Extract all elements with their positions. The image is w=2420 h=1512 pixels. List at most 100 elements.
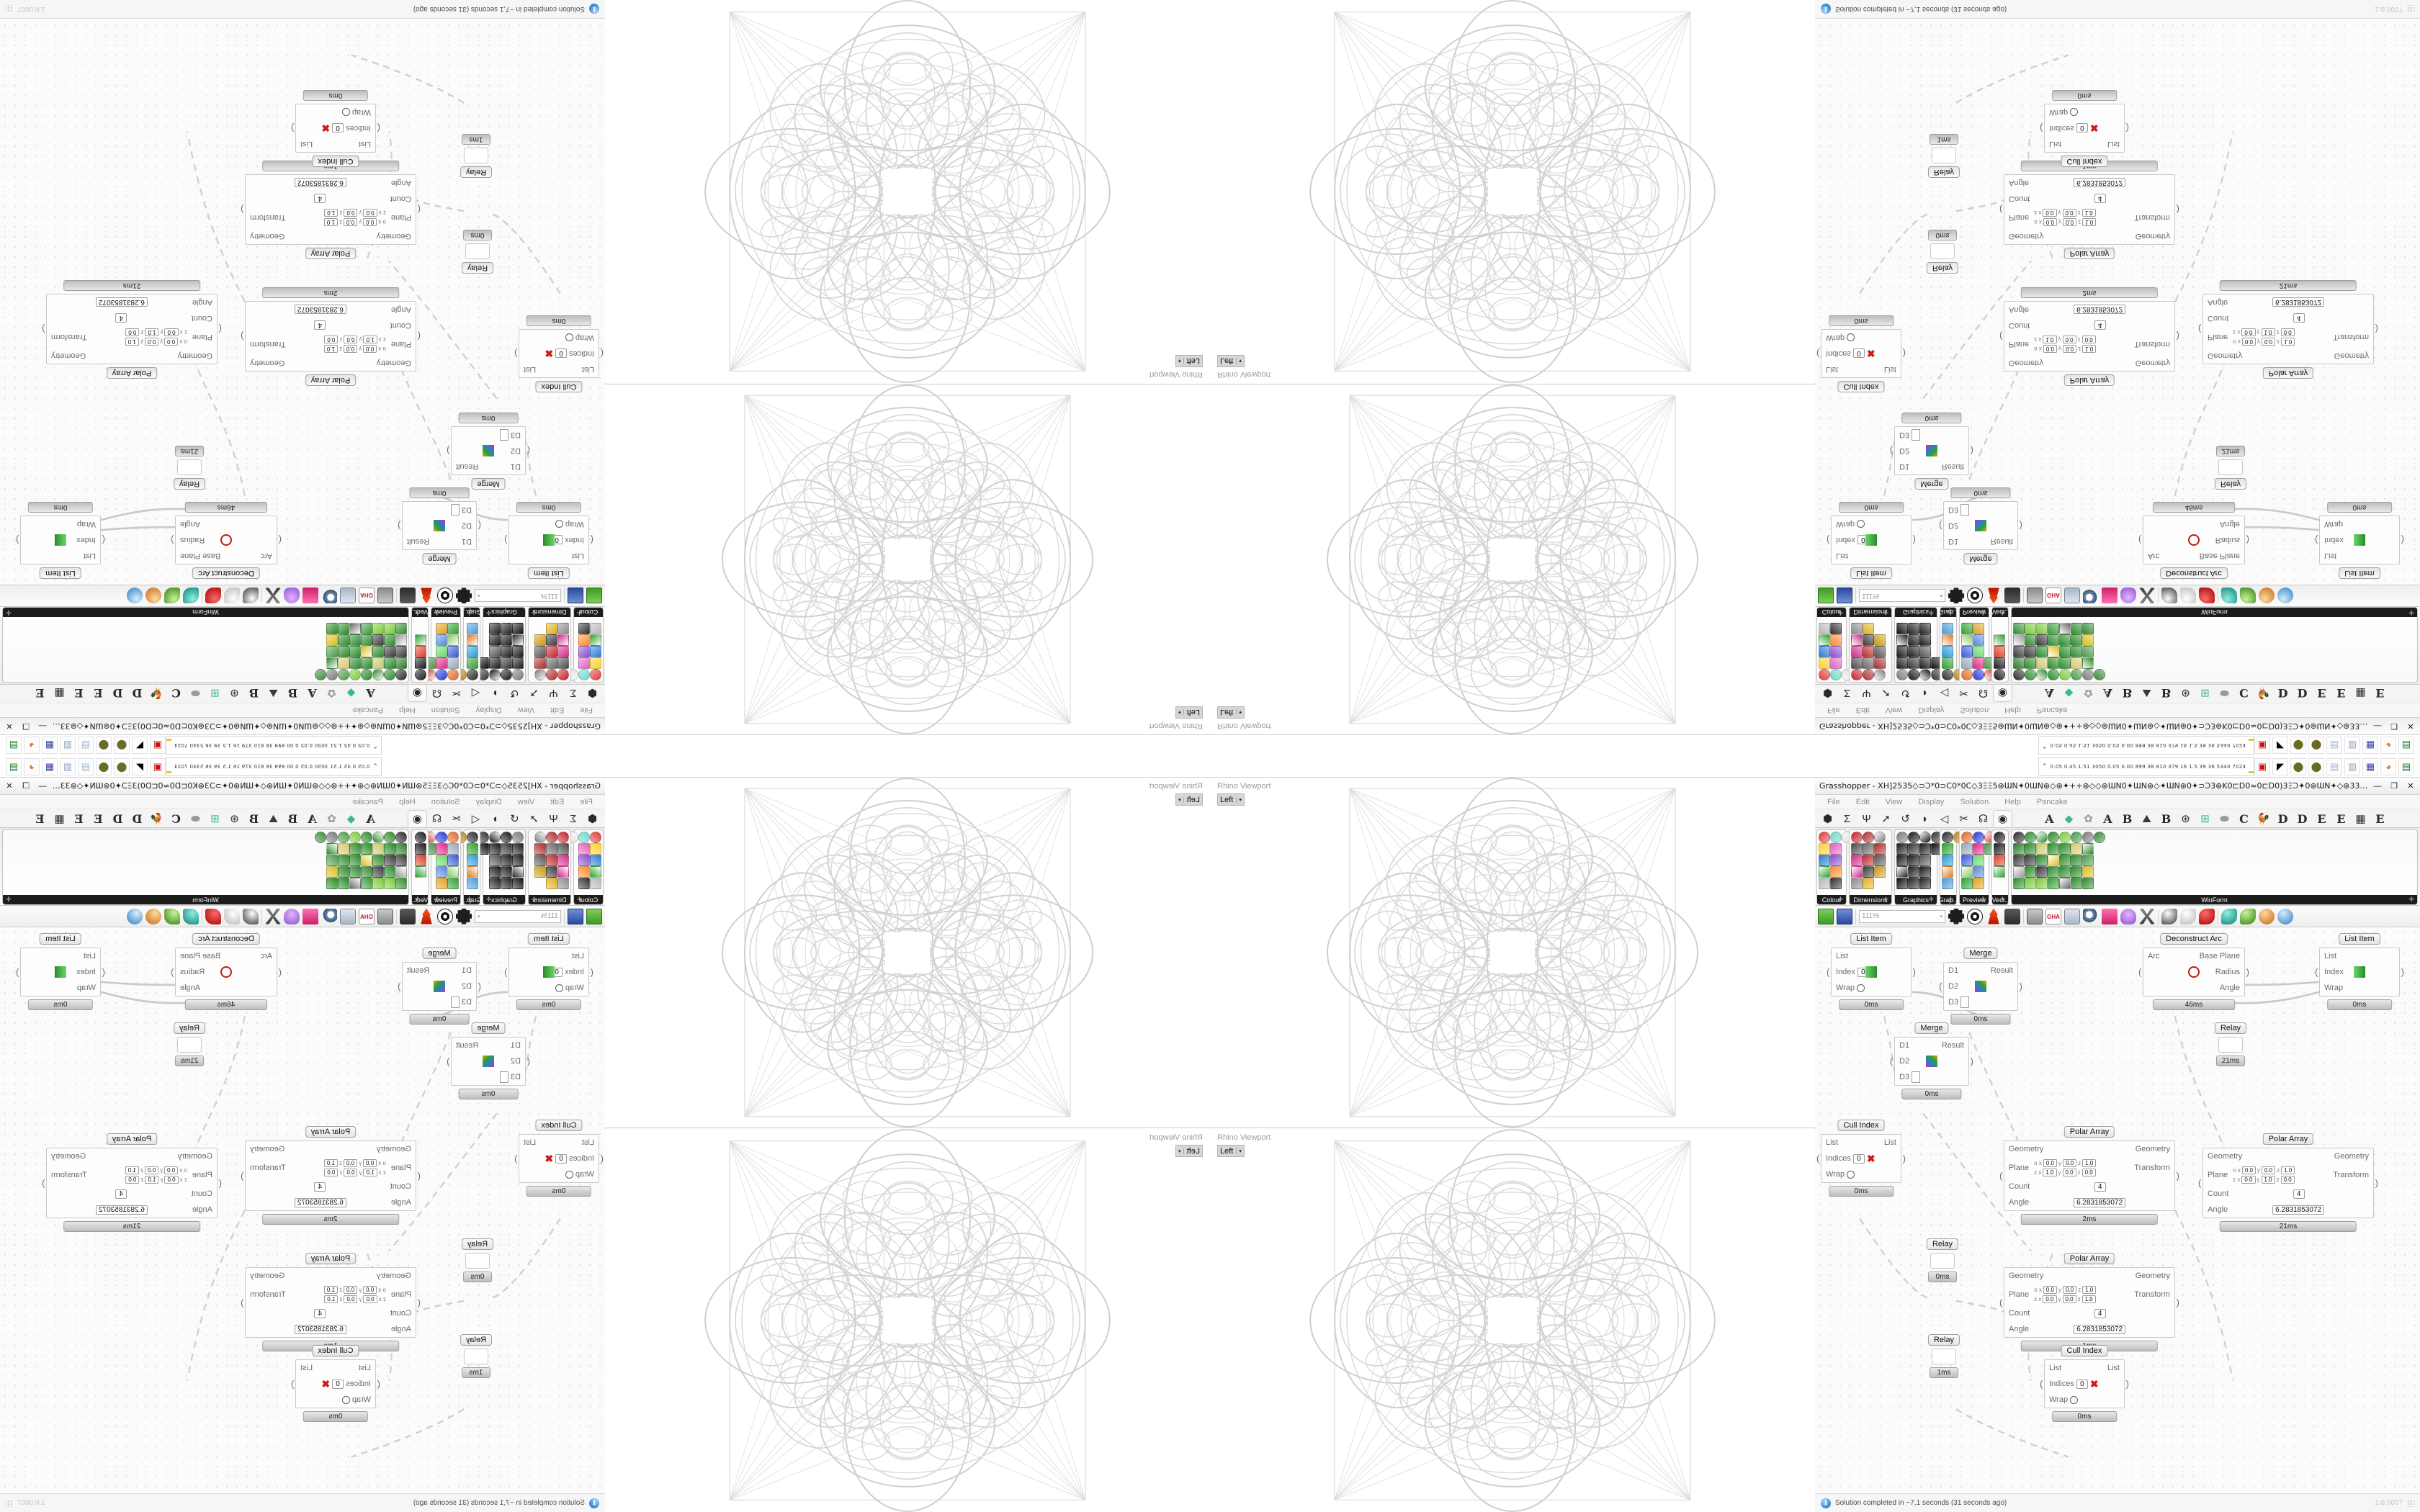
component-icon[interactable] xyxy=(372,634,384,646)
search-icon[interactable] xyxy=(321,588,337,604)
input-port[interactable]: ( xyxy=(2040,122,2043,134)
bake-icon[interactable] xyxy=(2004,588,2020,604)
maximize-button[interactable]: ❐ xyxy=(2390,721,2398,730)
rhino-viewport-panel-bottom[interactable]: Rhino Viewport Left ▾ xyxy=(605,0,1210,383)
component-icon[interactable] xyxy=(2025,634,2036,646)
gh-component-body[interactable]: Geometry Geometry Plane o x 0.0 y 0.0 z 1.0 z x 0.… xyxy=(1999,1267,2179,1338)
plane-component-field[interactable]: 1.0 xyxy=(2081,209,2096,217)
plane-component-field[interactable]: 0.0 xyxy=(363,209,377,217)
ribbon-tab-display[interactable]: ◉ xyxy=(1993,810,2012,827)
output-port[interactable]: ) xyxy=(2375,1177,2378,1189)
resize-grip[interactable] xyxy=(6,5,13,13)
component-icon[interactable] xyxy=(447,866,459,878)
component-icon[interactable] xyxy=(361,878,372,889)
gh-component-label[interactable]: Merge xyxy=(1963,948,1998,959)
component-icon[interactable] xyxy=(2013,669,2025,680)
component-icon[interactable] xyxy=(534,855,546,866)
component-icon[interactable] xyxy=(2048,623,2059,634)
output-port[interactable]: ) xyxy=(398,981,401,992)
ribbon-tab-a3[interactable]: ✿ xyxy=(327,687,336,699)
component-icon[interactable] xyxy=(349,623,361,634)
input-port[interactable]: ( xyxy=(600,348,604,359)
preview-eye-icon[interactable] xyxy=(1967,588,1983,604)
viewport-select-bottom[interactable]: Left ▾ xyxy=(1217,355,1245,367)
component-icon[interactable] xyxy=(1874,657,1886,669)
gh-component-label[interactable]: Cull Index xyxy=(1837,381,1885,392)
input-port[interactable]: ( xyxy=(1816,348,1820,359)
component-icon[interactable] xyxy=(2048,878,2059,889)
component-icon[interactable] xyxy=(489,832,501,843)
gh-component-label[interactable]: List Item xyxy=(1850,933,1892,945)
material-teal-icon[interactable] xyxy=(183,908,199,924)
component-icon[interactable] xyxy=(590,843,601,855)
gh-component-body[interactable]: Geometry Geometry Plane o x 0.0 y 0.0 z 1.0 z x 1.… xyxy=(1999,301,2179,372)
output-port[interactable]: ) xyxy=(447,445,450,456)
ribbon-tab-e1[interactable]: E xyxy=(2317,811,2326,826)
empty-input-chip[interactable] xyxy=(1960,996,1970,1008)
ribbon-tab-c2[interactable]: C xyxy=(2239,811,2249,826)
shade-grey-icon[interactable] xyxy=(2161,588,2177,604)
viewport-select-top[interactable]: Left ▾ xyxy=(1175,706,1203,719)
component-icon[interactable] xyxy=(2048,669,2059,680)
menu-item-display[interactable]: Display xyxy=(475,706,502,715)
input-port[interactable]: ( xyxy=(1890,445,1894,456)
component-icon[interactable] xyxy=(447,669,459,680)
expand-icon[interactable]: ✛ xyxy=(415,896,421,903)
component-icon[interactable] xyxy=(384,866,395,878)
component-icon[interactable] xyxy=(326,646,338,657)
expand-icon[interactable]: ✛ xyxy=(467,609,472,616)
empty-input-chip[interactable] xyxy=(450,996,460,1008)
material-green-icon[interactable] xyxy=(2240,908,2256,924)
input-port[interactable]: ( xyxy=(1939,520,1942,531)
menu-item-display[interactable]: Display xyxy=(1918,797,1945,806)
component-icon[interactable] xyxy=(415,855,426,866)
gh-component[interactable]: Cull Index List List Indices 0 ✖ Wrap() 0ms xyxy=(291,1345,380,1422)
firefox-icon[interactable]: ◕ xyxy=(24,737,40,755)
component-icon[interactable] xyxy=(1961,657,1973,669)
ribbon-tab-e1[interactable]: E xyxy=(94,811,103,826)
component-icon[interactable] xyxy=(1908,843,1919,855)
floppy-64-icon[interactable]: ▦ xyxy=(2362,757,2378,775)
gh-component[interactable]: Merge D1 Result D2 D3() 0ms xyxy=(1939,487,2022,564)
component-icon[interactable] xyxy=(1961,832,1973,843)
ribbon-tab-a2[interactable]: ◆ xyxy=(2064,813,2074,825)
zoom-level-input[interactable]: 111% ▾ xyxy=(475,909,561,923)
menu-item-file[interactable]: File xyxy=(580,797,593,806)
empty-input-chip[interactable] xyxy=(450,504,460,516)
component-icon[interactable] xyxy=(1919,878,1931,889)
component-icon[interactable] xyxy=(395,832,407,843)
indices-value-field[interactable]: 0 xyxy=(1852,1153,1865,1164)
plane-component-field[interactable]: 0.0 xyxy=(2043,209,2057,217)
component-icon[interactable] xyxy=(578,623,590,634)
component-icon[interactable] xyxy=(501,634,512,646)
gh-component-body[interactable]: D1 Result D2 D3() xyxy=(1890,1037,1973,1086)
shade-red-icon[interactable] xyxy=(205,908,221,924)
component-icon[interactable] xyxy=(1874,855,1886,866)
plane-component-field[interactable]: 0.0 xyxy=(343,218,358,226)
gh-component[interactable]: Polar Array Geometry Geometry Plane o x 0.0 y 0… xyxy=(1999,287,2179,386)
menu-item-solution[interactable]: Solution xyxy=(1960,797,1989,806)
component-icon[interactable] xyxy=(512,866,524,878)
component-icon[interactable] xyxy=(2071,646,2082,657)
component-icon[interactable] xyxy=(546,669,557,680)
plane-component-field[interactable]: 0.0 xyxy=(2043,345,2057,353)
ribbon-tab-transform[interactable]: ☊ xyxy=(431,813,442,825)
plane-component-field[interactable]: 0.0 xyxy=(125,328,140,336)
component-icon[interactable] xyxy=(1851,866,1863,878)
plane-component-field[interactable]: 1.0 xyxy=(125,1166,139,1174)
component-icon[interactable] xyxy=(578,657,590,669)
expand-icon[interactable]: ✛ xyxy=(486,896,492,903)
count-field[interactable]: 4 xyxy=(2094,194,2106,204)
app-olive-icon[interactable]: ⬤ xyxy=(114,757,130,775)
component-icon[interactable] xyxy=(395,669,407,680)
gh-component-body[interactable]: D1 Result D2 D3() xyxy=(398,501,481,550)
wrap-toggle-knob[interactable] xyxy=(565,1170,573,1179)
angle-field[interactable]: 6.2831853072 xyxy=(95,1205,148,1215)
component-icon[interactable] xyxy=(590,832,601,843)
material-green-icon[interactable] xyxy=(164,908,180,924)
component-icon[interactable] xyxy=(395,843,407,855)
count-field[interactable]: 4 xyxy=(2094,1182,2106,1192)
count-field[interactable]: 4 xyxy=(2094,1308,2106,1318)
component-icon[interactable] xyxy=(395,634,407,646)
minimize-button[interactable]: — xyxy=(2373,781,2382,791)
